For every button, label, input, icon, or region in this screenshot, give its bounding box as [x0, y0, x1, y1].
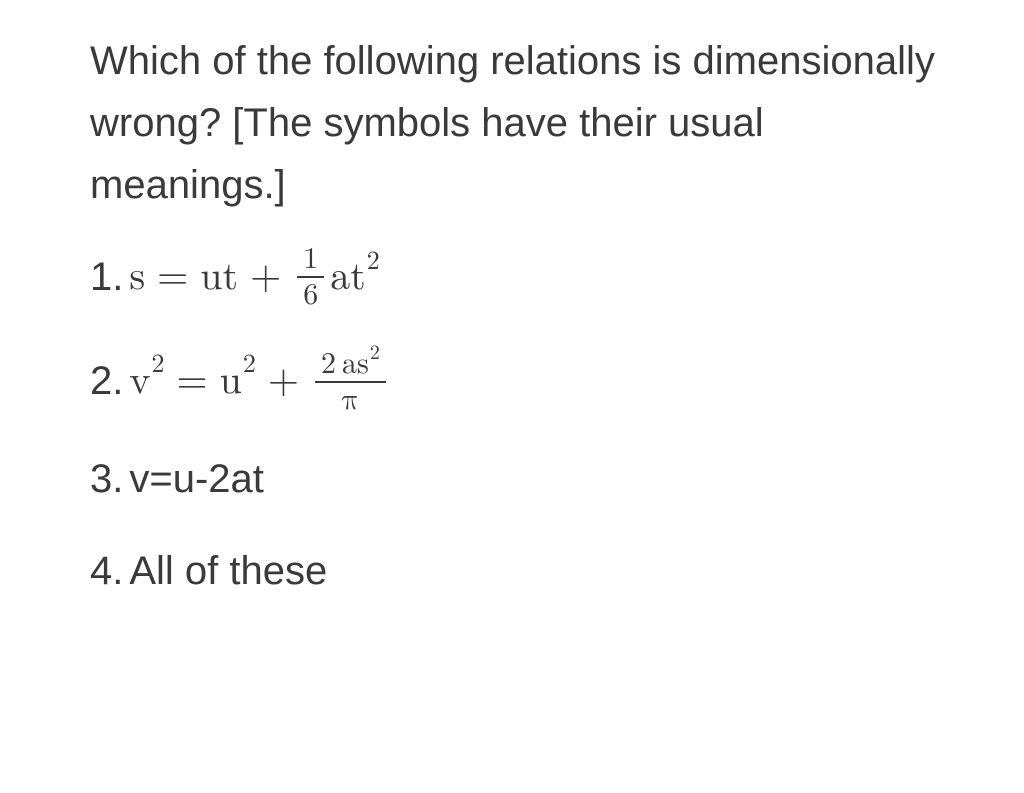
- option-2-equation: v2 = u2 + 2 as2 π: [129, 346, 389, 415]
- option-2[interactable]: 2. v2 = u2 + 2 as2 π: [90, 346, 954, 415]
- term-exponent: 2: [243, 352, 256, 378]
- option-3[interactable]: 3. v=u-2at: [90, 451, 954, 507]
- eq-term1: ut: [200, 249, 238, 305]
- equals-sign: =: [177, 353, 208, 409]
- term-base: u: [220, 361, 242, 401]
- option-4-text: All of these: [129, 543, 327, 599]
- option-number: 2.: [90, 353, 123, 409]
- lhs-base: v: [129, 361, 150, 401]
- option-number: 1.: [90, 249, 123, 305]
- term-base: at: [330, 257, 366, 297]
- page: Which of the following relations is dime…: [0, 0, 1024, 629]
- option-3-text: v=u-2at: [129, 451, 264, 507]
- num-coeff: 2: [321, 349, 336, 379]
- plus-sign: +: [250, 249, 281, 305]
- eq-term1: u2: [220, 353, 256, 409]
- fraction-denominator: 6: [297, 278, 324, 310]
- eq-term2: at2: [330, 249, 380, 305]
- num-exponent: 2: [370, 343, 380, 363]
- term-exponent: 2: [367, 249, 380, 275]
- option-1-equation: s = ut + 1 6 at2: [129, 244, 379, 310]
- fraction: 2 as2 π: [315, 346, 386, 415]
- fraction-numerator: 2 as2: [315, 346, 386, 383]
- fraction: 1 6: [297, 244, 324, 310]
- option-number: 3.: [90, 451, 123, 507]
- option-4[interactable]: 4. All of these: [90, 543, 954, 599]
- option-number: 4.: [90, 543, 123, 599]
- num-vars: as: [342, 349, 369, 379]
- lhs-exponent: 2: [151, 352, 164, 378]
- equals-sign: =: [157, 249, 188, 305]
- option-1[interactable]: 1. s = ut + 1 6 at2: [90, 244, 954, 310]
- question-text: Which of the following relations is dime…: [90, 30, 954, 216]
- eq-lhs: s: [129, 249, 145, 305]
- fraction-numerator: 1: [297, 244, 324, 278]
- eq-lhs: v2: [129, 353, 164, 409]
- plus-sign: +: [268, 353, 299, 409]
- options-list: 1. s = ut + 1 6 at2 2. v2: [90, 244, 954, 599]
- fraction-denominator: π: [336, 383, 366, 415]
